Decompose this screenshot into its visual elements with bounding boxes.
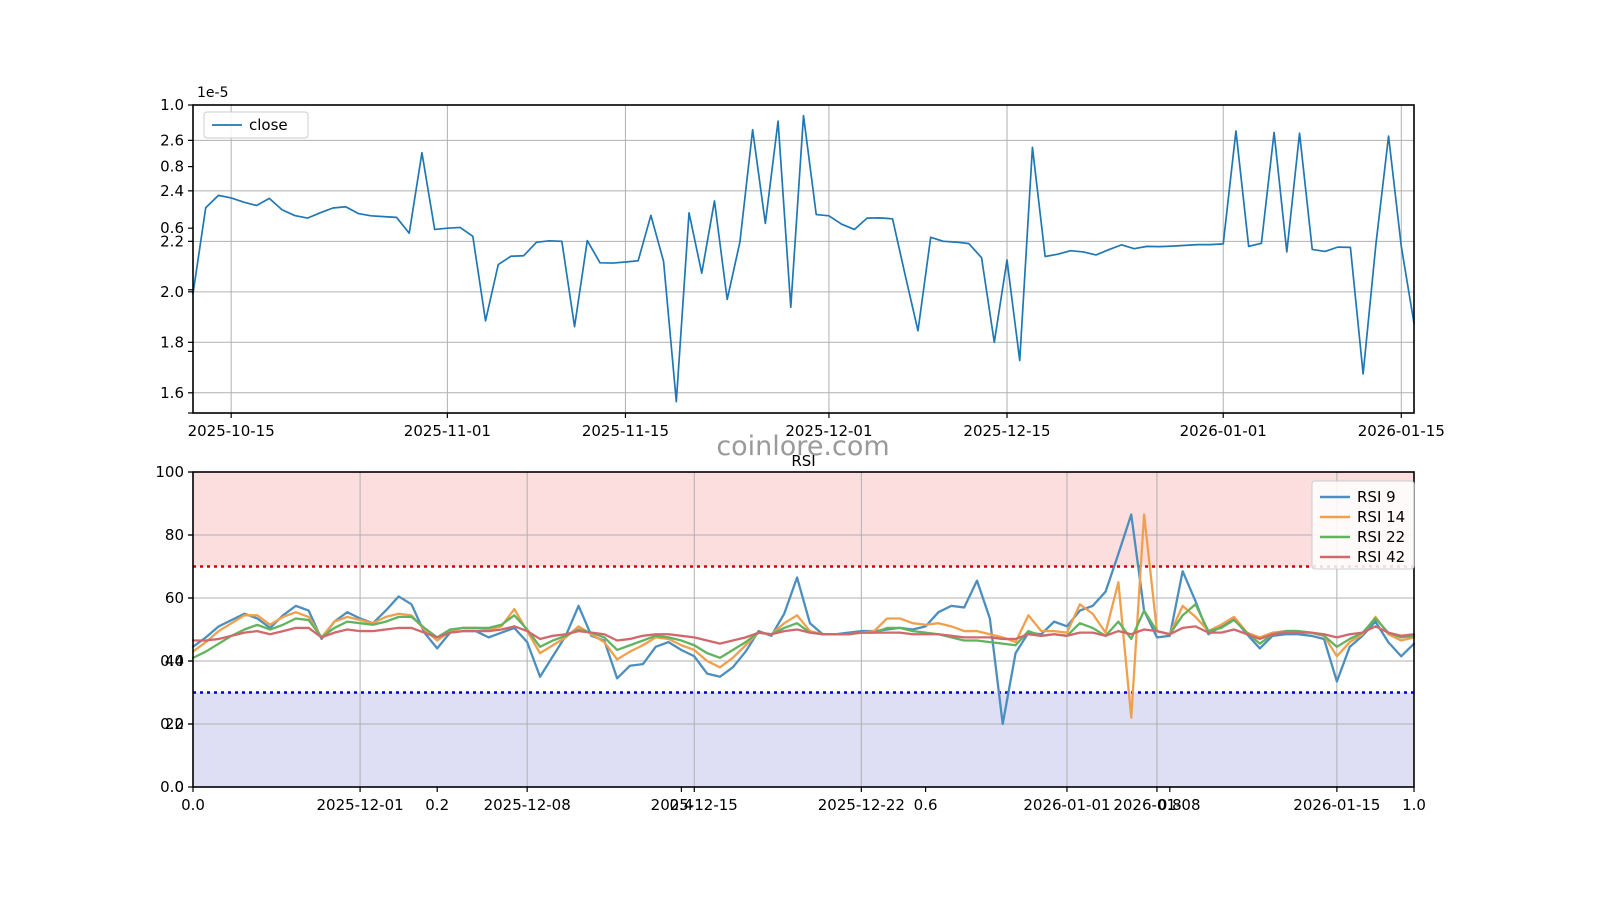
rsi-y-tick-label: 60 [165, 589, 184, 607]
rsi-overlay-y-tick-label: 0.2 [160, 715, 184, 733]
price-x-tick-label: 2026-01-15 [1358, 422, 1445, 440]
rsi-x-tick-label: 2025-12-08 [484, 796, 571, 814]
rsi-band [193, 472, 1414, 567]
watermark-text: coinlore.com [716, 431, 889, 462]
rsi-x-tick-label: 2025-12-15 [651, 796, 738, 814]
rsi-overlay-x-tick-label: 0.4 [669, 796, 693, 814]
price-y-tick-label: 2.6 [160, 131, 184, 149]
price-y-tick-label: 2.2 [160, 232, 184, 250]
price-y-tick-label: 1.6 [160, 384, 184, 402]
rsi-legend-label: RSI 9 [1357, 488, 1396, 506]
rsi-overlay-x-tick-label: 0.8 [1158, 796, 1182, 814]
rsi-x-tick-label: 2026-01-01 [1023, 796, 1110, 814]
rsi-y-tick-label: 80 [165, 526, 184, 544]
rsi-y-tick-label: 100 [155, 463, 184, 481]
rsi-overlay-x-tick-label: 1.0 [1402, 796, 1426, 814]
price-close-line [192, 114, 1415, 403]
rsi-legend-label: RSI 14 [1357, 508, 1405, 526]
rsi-series-line [191, 603, 1416, 659]
rsi-y-tick-label: 40 [165, 652, 184, 670]
rsi-axes-spine [192, 471, 1415, 788]
rsi-series-line [191, 625, 1416, 645]
price-overlay-y-tick-label: 0.8 [160, 158, 184, 176]
price-overlay-y-tick-label: 0.6 [160, 219, 184, 237]
rsi-panel-title: RSI [791, 452, 815, 470]
price-y-tick-label: 2.4 [160, 182, 184, 200]
price-x-tick-label: 2025-12-01 [785, 422, 872, 440]
rsi-legend-label: RSI 22 [1357, 528, 1405, 546]
price-y-tick-label: 1.8 [160, 333, 184, 351]
rsi-legend-box [1311, 480, 1415, 570]
rsi-chart-panel: 20 40 60 80 100 0 0.4 0.2 0.0 2025-12-01 2025-12-0… [155, 452, 1426, 814]
price-y-offset-text: 1e-5 [197, 85, 228, 101]
rsi-overlay-x-tick-label: 0.6 [914, 796, 938, 814]
price-x-tick-label: 2026-01-01 [1180, 422, 1267, 440]
rsi-overlay-x-tick-label: 0.2 [425, 796, 449, 814]
price-x-tick-label: 2025-11-15 [582, 422, 669, 440]
rsi-y-tick-label: 0 [174, 778, 184, 796]
rsi-overlay-y-tick-label: 0.4 [160, 652, 184, 670]
price-x-tick-label: 2025-10-15 [188, 422, 275, 440]
rsi-legend-label: RSI 42 [1357, 548, 1405, 566]
price-chart-panel: 2.6 2.4 2.2 2.0 1.8 1.6 2025-10-15 2025-11-01 20… [160, 85, 1445, 440]
rsi-overlay-x-tick-label: 0.0 [181, 796, 205, 814]
price-axes-spine [192, 104, 1415, 414]
rsi-band [193, 692, 1414, 787]
rsi-x-tick-label: 2025-12-01 [316, 796, 403, 814]
rsi-x-tick-label: 2026-01-08 [1113, 796, 1200, 814]
rsi-overlay-y-tick-label: 0.0 [160, 778, 184, 796]
rsi-x-tick-label: 2025-12-22 [818, 796, 905, 814]
price-overlay-y-tick-label: 1.0 [160, 96, 184, 114]
price-x-tick-label: 2025-12-15 [963, 422, 1050, 440]
price-x-tick-label: 2025-11-01 [404, 422, 491, 440]
rsi-y-tick-label: 20 [165, 715, 184, 733]
price-legend-label: close [249, 116, 288, 134]
price-y-tick-label: 2.0 [160, 283, 184, 301]
rsi-x-tick-label: 2026-01-15 [1293, 796, 1380, 814]
price-legend-box [203, 111, 309, 139]
